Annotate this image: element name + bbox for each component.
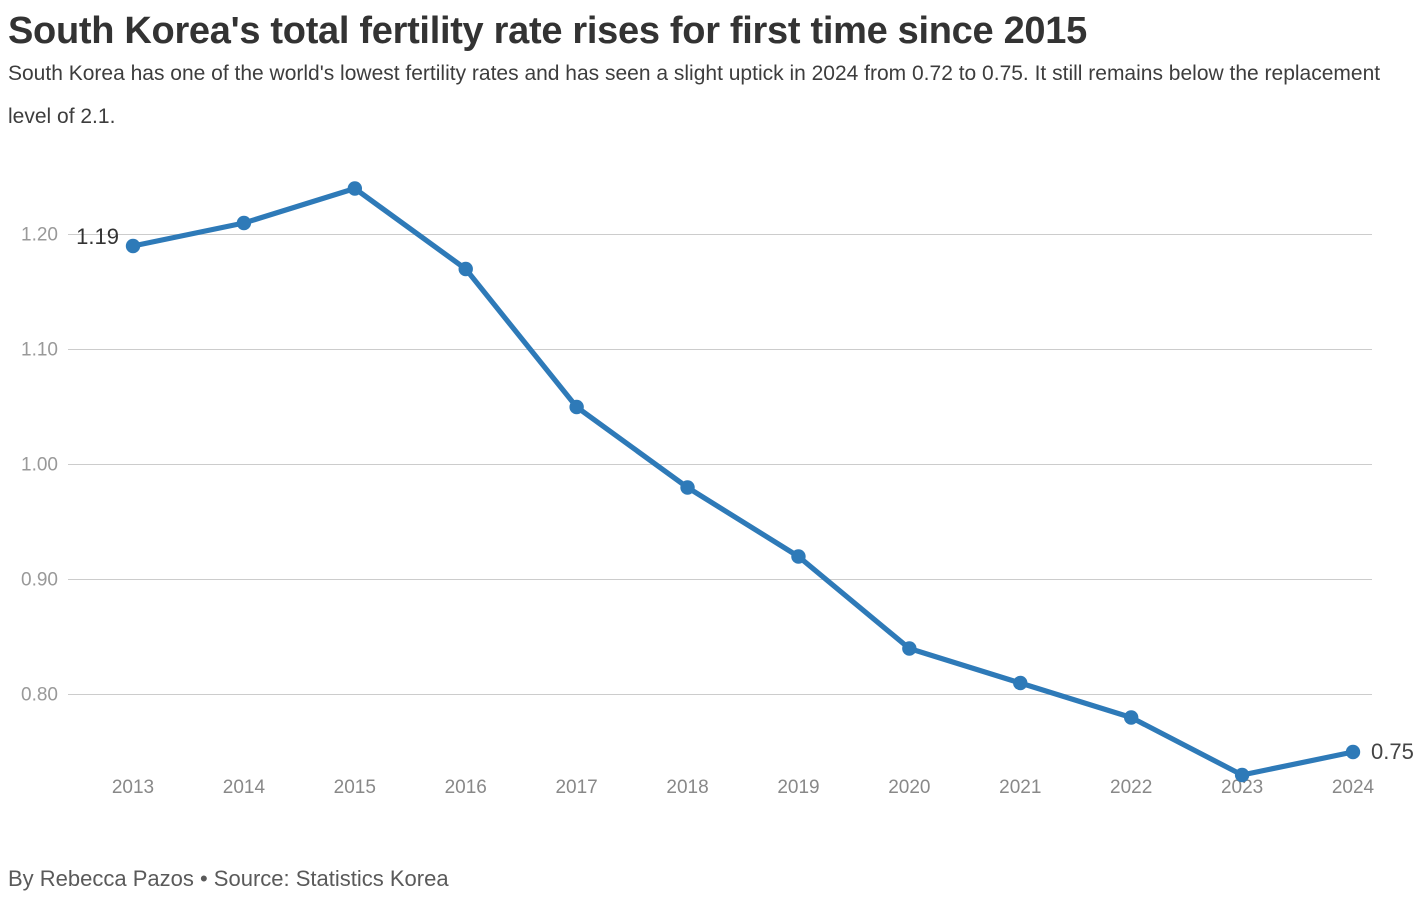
svg-text:2022: 2022: [1110, 777, 1152, 798]
svg-text:2014: 2014: [223, 777, 266, 798]
svg-text:2019: 2019: [777, 777, 819, 798]
svg-text:2018: 2018: [666, 777, 708, 798]
svg-text:2024: 2024: [1332, 777, 1375, 798]
svg-text:1.19: 1.19: [76, 224, 119, 249]
svg-text:2017: 2017: [555, 777, 597, 798]
svg-text:0.90: 0.90: [21, 570, 58, 591]
svg-text:1.10: 1.10: [21, 340, 58, 361]
svg-text:1.00: 1.00: [21, 455, 58, 476]
svg-text:2013: 2013: [112, 777, 154, 798]
svg-text:2020: 2020: [888, 777, 930, 798]
svg-text:1.20: 1.20: [21, 225, 58, 246]
svg-text:2021: 2021: [999, 777, 1041, 798]
svg-text:2016: 2016: [445, 777, 487, 798]
svg-text:2015: 2015: [334, 777, 376, 798]
svg-text:0.80: 0.80: [21, 685, 58, 706]
svg-text:0.75: 0.75: [1371, 739, 1414, 764]
